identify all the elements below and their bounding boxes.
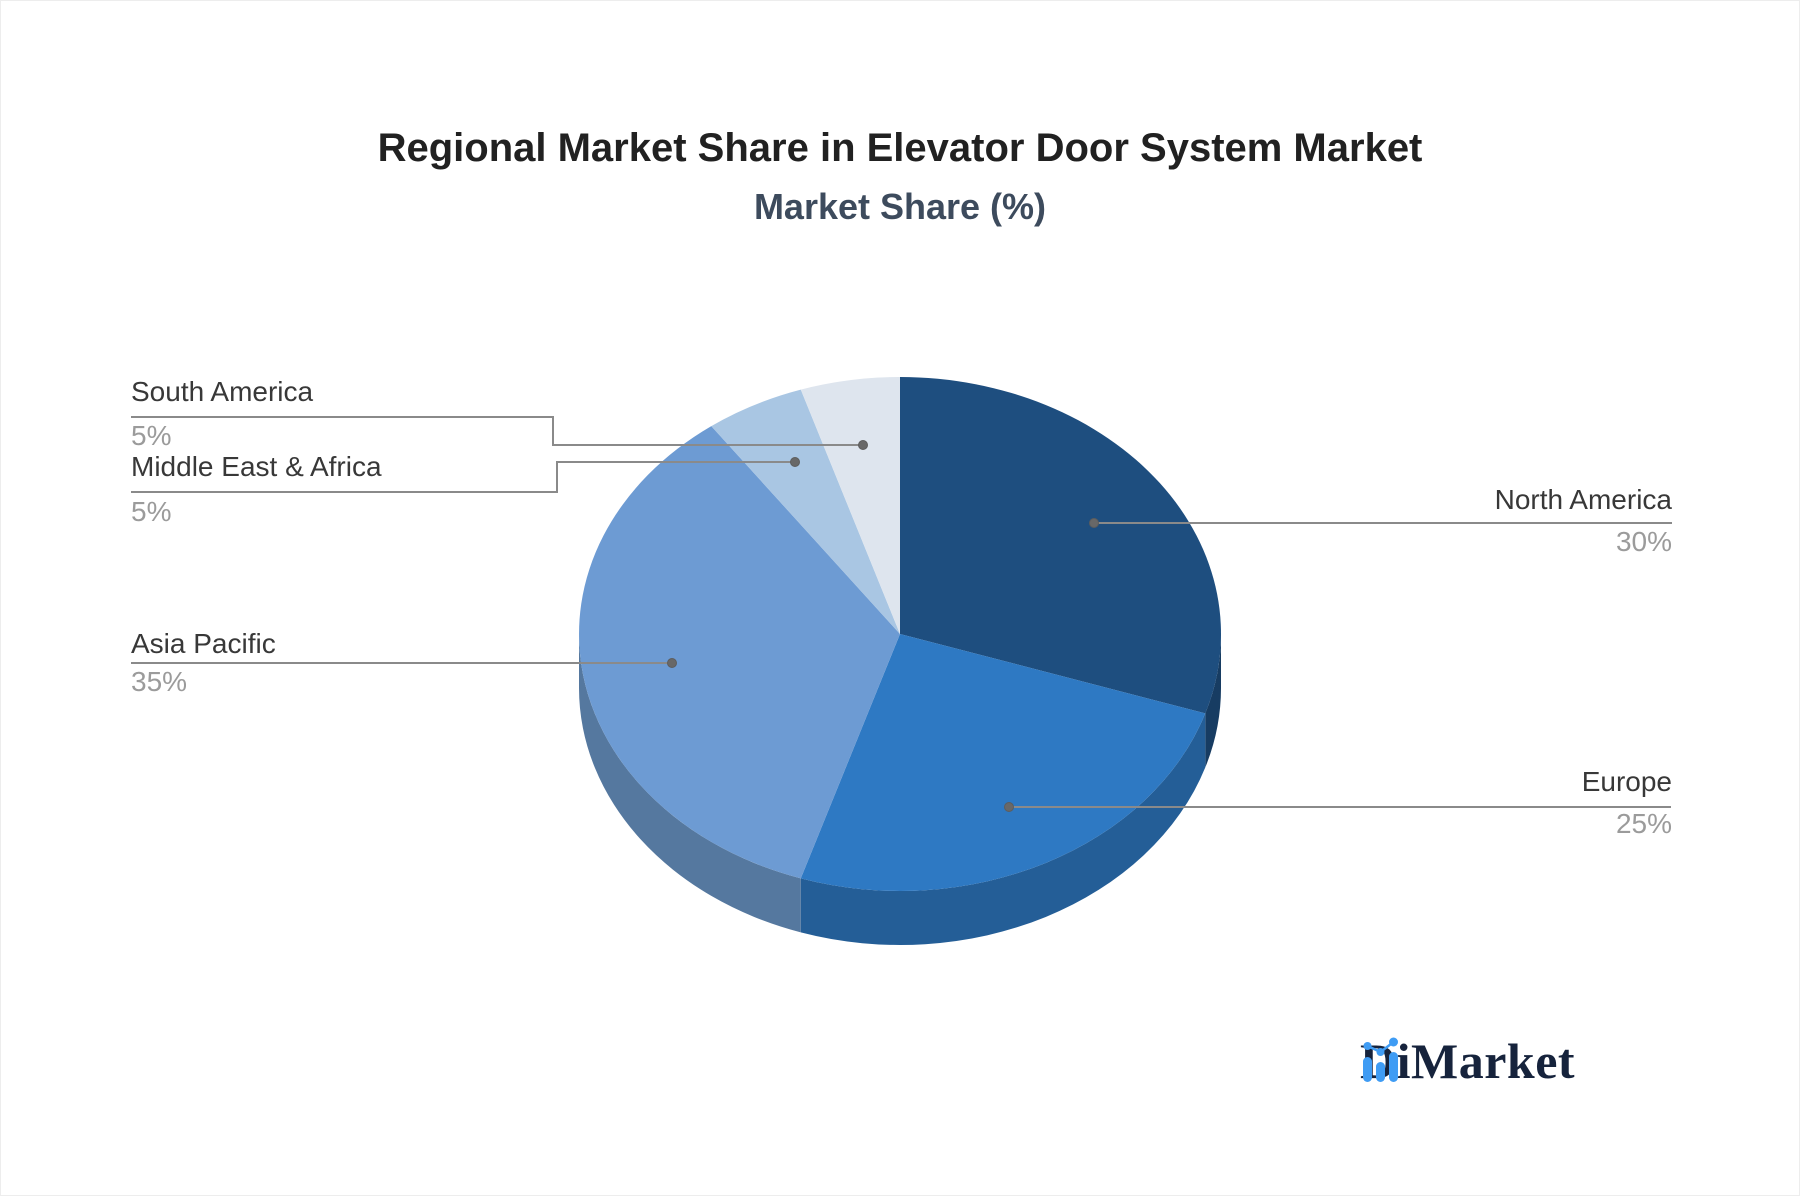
connector-dot-europe xyxy=(1004,802,1014,812)
slice-label-north-america: North America xyxy=(1494,484,1672,515)
slice-percent-europe: 25% xyxy=(1615,808,1672,839)
brand-logo-icon xyxy=(1363,1037,1398,1082)
slice-label-south-america: South America xyxy=(131,376,314,407)
page-title: Regional Market Share in Elevator Door S… xyxy=(377,126,1423,170)
slice-percent-asia-pacific: 35% xyxy=(131,666,188,697)
pie-slice-asia-pacific[interactable] xyxy=(579,426,900,879)
slice-label-middle-east-africa: Middle East & Africa xyxy=(131,451,382,482)
slice-label-asia-pacific: Asia Pacific xyxy=(131,628,276,659)
slice-percent-south-america: 5% xyxy=(131,420,172,451)
chart-subtitle: Market Share (%) xyxy=(753,186,1047,227)
connector-dot-south-america xyxy=(858,440,868,450)
pie-side-europe xyxy=(800,713,1206,945)
pie-side-north-america xyxy=(1205,634,1222,768)
pie-side-asia-pacific xyxy=(579,634,801,933)
brand-logo[interactable]: DiMarket xyxy=(1360,1036,1575,1086)
pie-slice-europe[interactable] xyxy=(800,634,1206,891)
pie-slice-south-america[interactable] xyxy=(800,377,900,634)
connector-south-america xyxy=(131,416,863,446)
pie-slice-middle-east-africa[interactable] xyxy=(711,389,900,634)
connector-dot-middle-east-africa xyxy=(790,457,800,467)
connector-dot-north-america xyxy=(1089,518,1099,528)
pie-slice-north-america[interactable] xyxy=(900,376,1222,714)
connector-dot-asia-pacific xyxy=(667,658,677,668)
connector-middle-east-africa xyxy=(131,461,795,493)
slice-percent-north-america: 30% xyxy=(1615,526,1672,557)
slice-label-europe: Europe xyxy=(1581,766,1672,797)
slice-percent-middle-east-africa: 5% xyxy=(131,496,172,527)
